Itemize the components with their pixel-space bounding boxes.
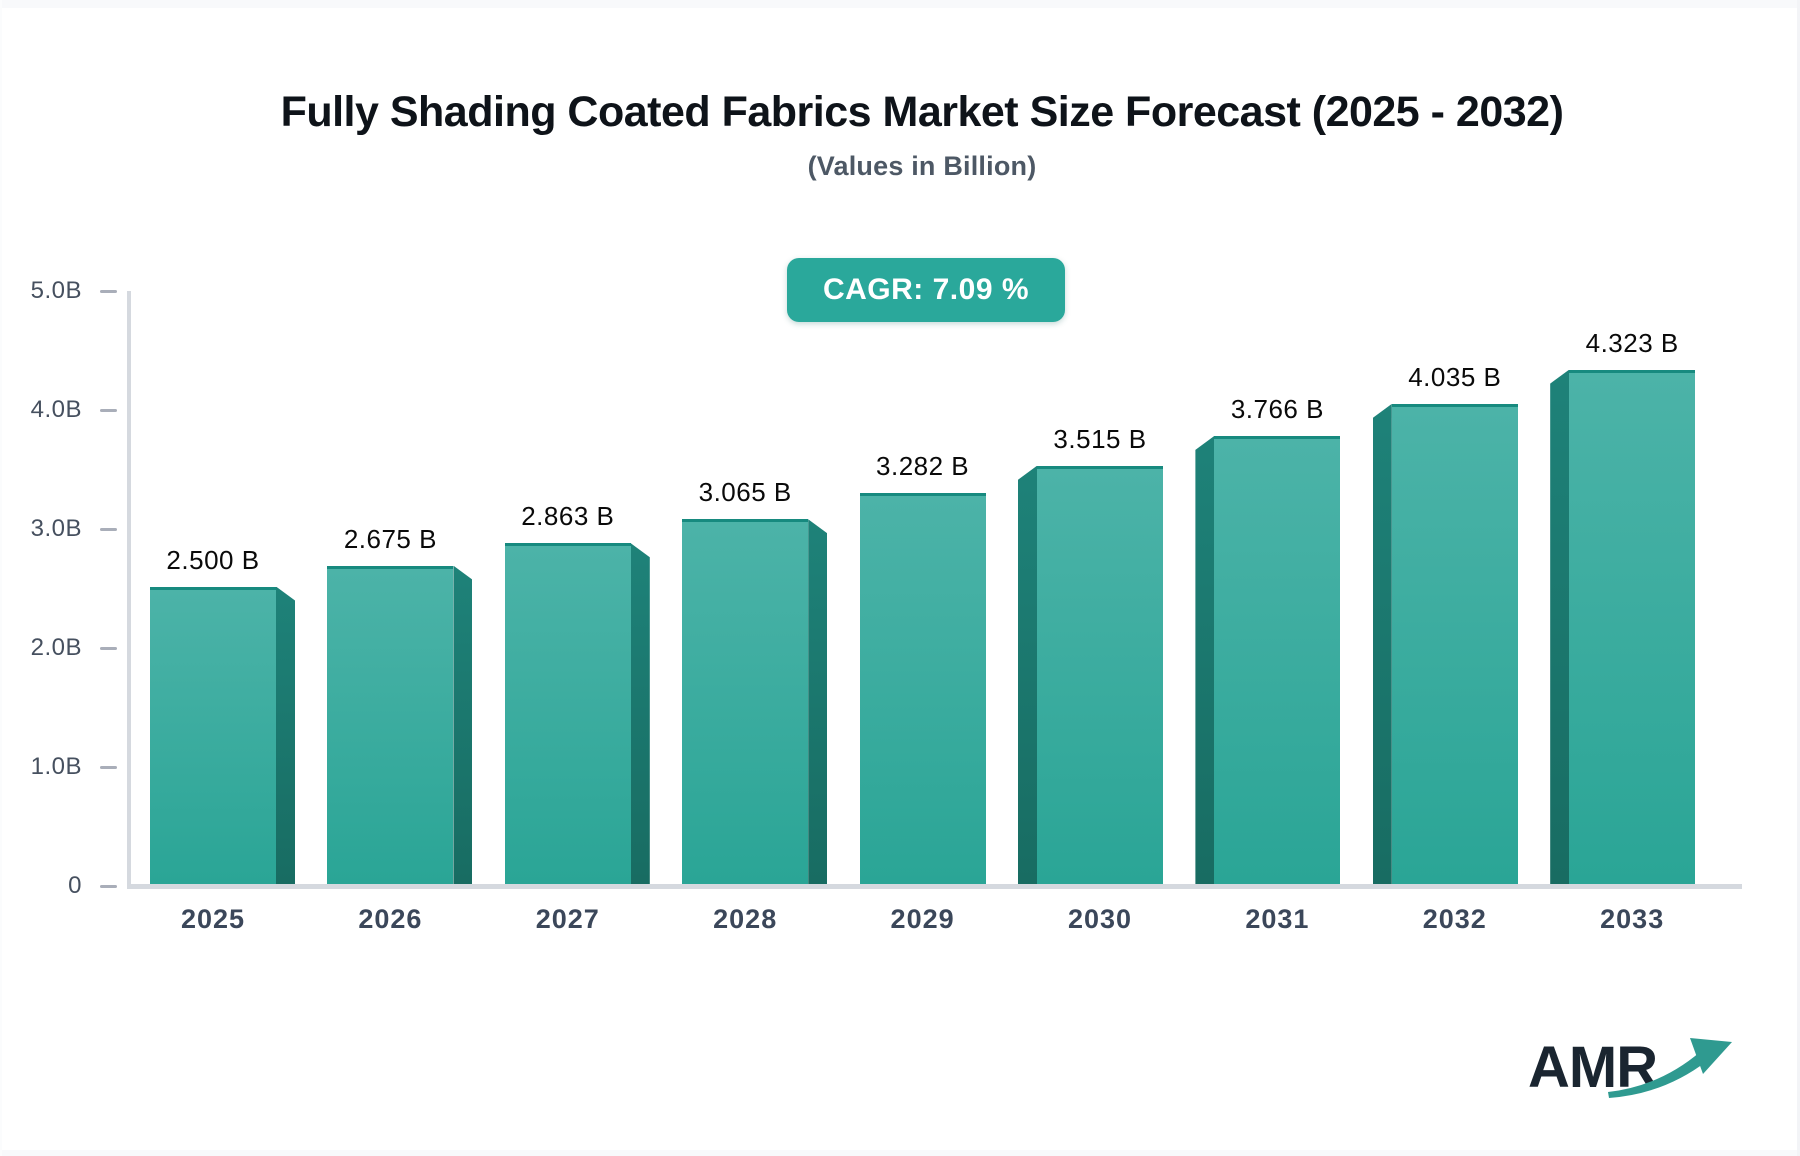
bar-value-label: 3.282 B — [876, 451, 970, 482]
y-axis-label: 4.0B — [30, 396, 82, 423]
y-axis-label: 1.0B — [30, 753, 82, 780]
bar — [504, 543, 631, 884]
bar-3d-side — [1372, 403, 1392, 884]
page-frame-top — [0, 0, 1800, 8]
bar-value-label: 4.323 B — [1585, 327, 1679, 358]
y-axis-tick — [100, 527, 117, 531]
trend-up-arrow-icon — [1608, 1038, 1732, 1098]
x-axis-label: 2033 — [1600, 904, 1665, 934]
y-axis-tick — [100, 646, 117, 650]
bar-3d-side — [453, 565, 473, 884]
chart-title: Fully Shading Coated Fabrics Market Size… — [280, 88, 1564, 136]
bar-value-label: 3.065 B — [698, 477, 792, 508]
bar — [1391, 403, 1518, 884]
chart-subtitle: (Values in Billion) — [807, 151, 1037, 182]
x-axis-label: 2025 — [180, 904, 246, 934]
bar-3d-side — [808, 519, 828, 884]
y-axis-tick — [100, 289, 117, 293]
bar — [1214, 435, 1341, 884]
y-axis-line — [127, 291, 131, 886]
x-axis-label: 2028 — [713, 904, 778, 934]
amr-logo: AMR — [1528, 1030, 1768, 1120]
y-axis-tick — [100, 884, 117, 888]
bar — [1569, 369, 1696, 884]
x-axis-label: 2029 — [890, 904, 955, 934]
bar-value-label: 2.500 B — [166, 544, 260, 575]
bar-3d-side — [1550, 369, 1570, 884]
page-frame-right — [1797, 0, 1800, 1156]
bar-value-label: 2.863 B — [521, 501, 615, 532]
y-axis-label: 2.0B — [30, 634, 82, 661]
bar — [1037, 465, 1163, 884]
bar-3d-side — [1195, 435, 1215, 884]
page-frame-bottom — [0, 1150, 1800, 1156]
x-axis-label: 2031 — [1245, 904, 1310, 934]
bar-value-label: 3.515 B — [1053, 423, 1147, 454]
y-axis-label: 0 — [68, 872, 82, 899]
bar-value-label: 2.675 B — [343, 523, 437, 554]
y-axis-tick — [100, 408, 117, 412]
bar — [682, 519, 809, 884]
bar — [859, 493, 986, 884]
x-axis-label: 2032 — [1422, 904, 1487, 934]
cagr-badge-wrap: CAGR: 7.09 % — [52, 258, 1800, 322]
x-axis-line — [127, 884, 1742, 889]
y-axis-label: 3.0B — [30, 515, 82, 542]
page-frame-left — [0, 0, 2, 1156]
cagr-badge: CAGR: 7.09 % — [786, 258, 1066, 322]
bar-value-label: 3.766 B — [1230, 393, 1324, 424]
x-axis-label: 2027 — [535, 904, 600, 934]
bar-3d-side — [630, 543, 650, 884]
chart-header: Fully Shading Coated Fabrics Market Size… — [44, 88, 1800, 182]
bar-3d-side — [276, 586, 295, 884]
x-axis-label: 2030 — [1067, 904, 1133, 934]
bar-value-label: 4.035 B — [1408, 361, 1502, 392]
bar — [150, 586, 276, 884]
y-axis-label: 5.0B — [30, 277, 82, 304]
x-axis-label: 2026 — [358, 904, 423, 934]
bar — [327, 565, 454, 884]
bar-3d-side — [1018, 465, 1037, 884]
y-axis-tick — [100, 765, 117, 769]
